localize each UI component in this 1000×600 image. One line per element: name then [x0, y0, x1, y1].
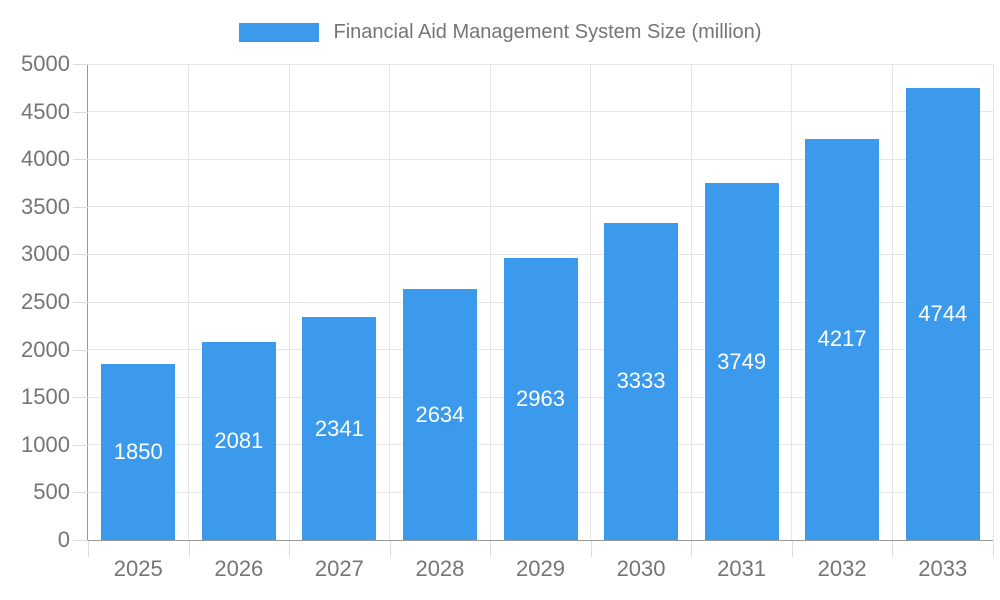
y-axis-tick [73, 444, 88, 446]
plot-area: 1850 2081 2341 2634 2963 3333 3749 4217 4744 [88, 63, 994, 540]
x-grid-line [992, 64, 994, 540]
x-axis-tick [791, 541, 793, 557]
legend[interactable]: Financial Aid Management System Size (mi… [0, 14, 1000, 50]
y-tick-label: 2000 [21, 336, 70, 362]
x-tick-label: 2027 [314, 556, 364, 581]
x-grid-line [489, 64, 491, 540]
bar: 2081 [201, 341, 276, 540]
bar-value-label: 3749 [717, 348, 767, 374]
y-grid-line [88, 111, 993, 113]
x-axis-tick [993, 541, 994, 557]
y-axis-tick [73, 111, 88, 113]
bar: 4217 [805, 138, 880, 540]
y-grid-line [88, 63, 993, 65]
y-tick-label: 4500 [21, 98, 70, 124]
y-tick-label: 4000 [21, 146, 70, 172]
x-axis-tick [691, 541, 693, 557]
legend-label: Financial Aid Management System Size (mi… [333, 20, 762, 43]
y-tick-label: 1500 [21, 384, 70, 410]
bar: 2963 [503, 257, 578, 540]
bar: 2341 [302, 317, 377, 540]
bar: 3333 [604, 222, 679, 540]
bar-value-label: 4744 [918, 301, 968, 327]
y-tick-label: 0 [57, 527, 70, 552]
x-grid-line [590, 64, 592, 540]
bar: 4744 [905, 88, 980, 540]
y-tick-label: 2500 [21, 289, 70, 314]
bar-value-label: 1850 [113, 438, 163, 464]
x-tick-label: 2033 [918, 556, 968, 581]
y-axis-tick [73, 302, 88, 303]
bar: 3749 [704, 183, 779, 540]
x-grid-line [188, 64, 190, 540]
bar: 1850 [101, 363, 176, 540]
bar-value-label: 2341 [314, 415, 364, 441]
x-axis-tick [88, 541, 89, 557]
y-axis-tick [73, 540, 88, 541]
bar-value-label: 2081 [214, 427, 264, 453]
bar-value-label: 4217 [817, 326, 867, 352]
legend-swatch [238, 22, 319, 42]
x-tick-label: 2032 [817, 556, 867, 581]
bar-value-label: 2634 [415, 401, 465, 427]
x-tick-label: 2025 [113, 556, 163, 581]
x-tick-label: 2031 [717, 556, 767, 581]
y-tick-label: 1000 [21, 431, 70, 457]
x-grid-line [690, 64, 692, 540]
x-tick-label: 2029 [516, 556, 565, 581]
x-axis-tick [188, 541, 190, 557]
y-tick-label: 3000 [21, 241, 70, 267]
y-tick-label: 5000 [21, 51, 70, 76]
x-tick-label: 2026 [214, 556, 264, 581]
y-grid-line [88, 253, 993, 255]
y-axis-tick [73, 206, 88, 208]
x-axis-tick [892, 541, 894, 557]
x-axis-tick [490, 541, 492, 557]
bar: 2634 [402, 289, 477, 540]
y-tick-label: 3500 [21, 193, 70, 219]
x-grid-line [791, 64, 793, 540]
y-tick-label: 500 [33, 479, 70, 505]
x-grid-line [891, 64, 893, 540]
x-grid-line [288, 64, 290, 540]
y-axis-tick [73, 492, 88, 494]
x-axis-tick [590, 541, 592, 557]
bar-value-label: 3333 [616, 368, 666, 394]
y-axis-tick [73, 64, 88, 65]
y-grid-line [88, 206, 993, 208]
y-axis-tick [73, 159, 88, 161]
x-axis-line [73, 539, 993, 541]
y-axis-tick [73, 349, 88, 351]
x-grid-line [389, 64, 391, 540]
x-tick-label: 2028 [415, 556, 465, 581]
x-axis-tick [289, 541, 291, 557]
bar-value-label: 2963 [516, 385, 565, 411]
x-tick-label: 2030 [616, 556, 666, 581]
x-axis-tick [389, 541, 391, 557]
y-axis-tick [73, 397, 88, 399]
y-grid-line [88, 158, 993, 160]
y-axis-tick [73, 254, 88, 256]
